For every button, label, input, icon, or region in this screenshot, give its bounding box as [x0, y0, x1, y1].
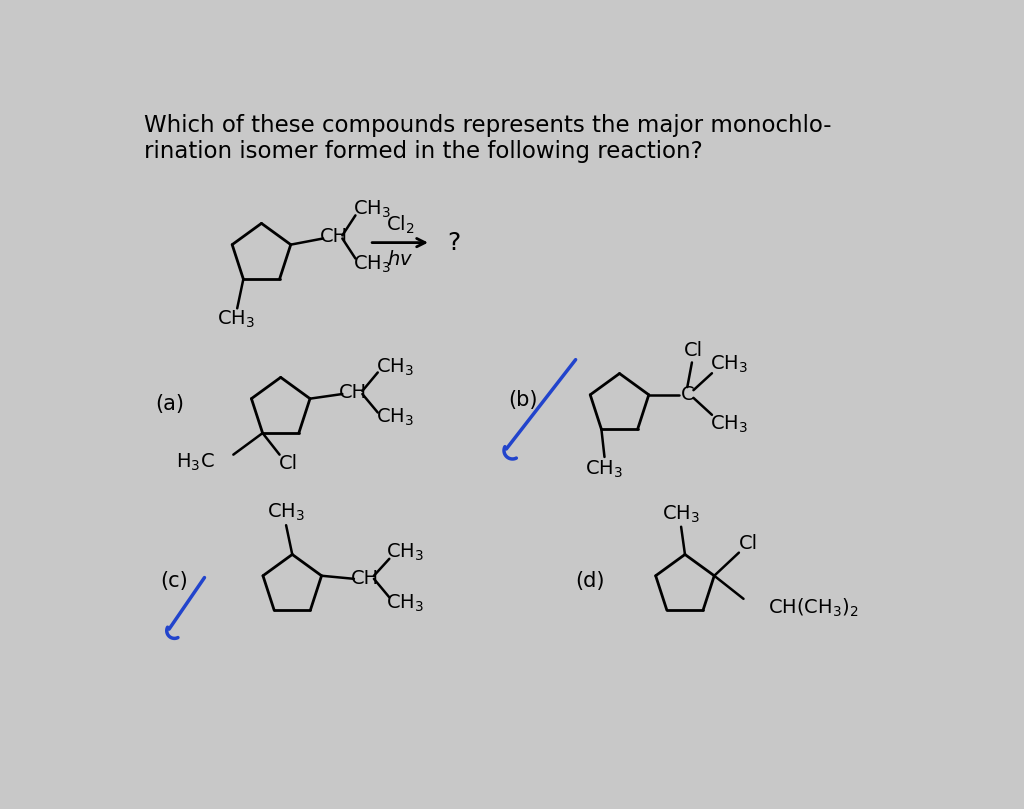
Text: CH$_3$: CH$_3$ — [663, 504, 700, 525]
Text: CH$_3$: CH$_3$ — [710, 354, 748, 375]
Text: Cl: Cl — [684, 341, 703, 360]
Text: CH$_3$: CH$_3$ — [710, 413, 748, 434]
Text: CH$_3$: CH$_3$ — [353, 198, 391, 220]
Text: CH: CH — [319, 227, 348, 247]
Text: (c): (c) — [160, 571, 187, 591]
Text: H$_3$C: H$_3$C — [176, 451, 215, 473]
Text: (a): (a) — [156, 394, 184, 414]
Text: CH$_3$: CH$_3$ — [386, 593, 424, 614]
Text: Cl$_2$: Cl$_2$ — [386, 214, 415, 236]
Text: CH: CH — [350, 570, 379, 588]
Text: Cl: Cl — [738, 534, 758, 553]
Text: (b): (b) — [508, 391, 538, 410]
Text: CH$_3$: CH$_3$ — [353, 254, 391, 275]
Text: CH$_3$: CH$_3$ — [217, 308, 255, 330]
Text: Cl: Cl — [280, 455, 298, 473]
Text: CH$_3$: CH$_3$ — [586, 459, 624, 480]
Text: CH$_3$: CH$_3$ — [376, 358, 414, 379]
Text: C: C — [681, 385, 694, 404]
Text: CH(CH$_3$)$_2$: CH(CH$_3$)$_2$ — [768, 597, 859, 619]
Text: Which of these compounds represents the major monochlo-: Which of these compounds represents the … — [144, 114, 831, 137]
Text: CH: CH — [339, 383, 368, 402]
Text: CH$_3$: CH$_3$ — [267, 502, 305, 523]
Text: (d): (d) — [575, 571, 605, 591]
Text: rination isomer formed in the following reaction?: rination isomer formed in the following … — [144, 140, 703, 163]
Text: $hv$: $hv$ — [387, 250, 413, 269]
Text: CH$_3$: CH$_3$ — [386, 542, 424, 563]
Text: ?: ? — [447, 231, 461, 255]
Text: CH$_3$: CH$_3$ — [376, 406, 414, 428]
